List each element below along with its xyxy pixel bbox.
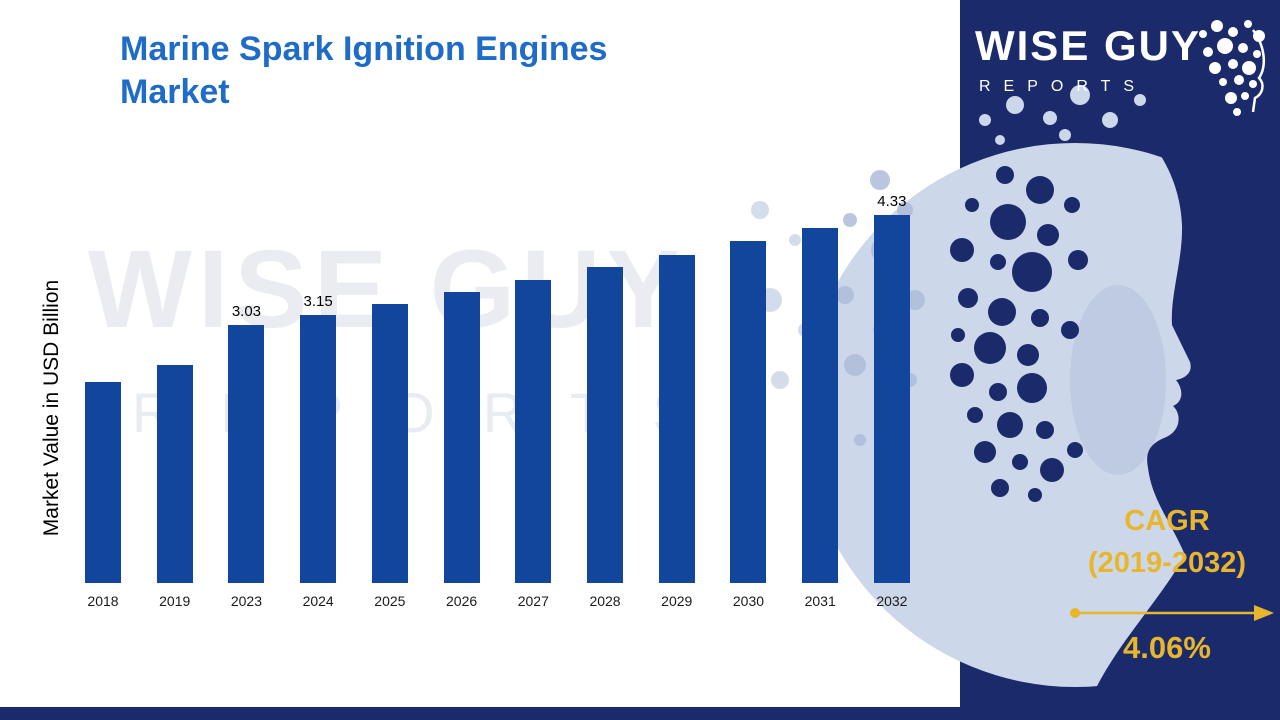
bar-group: 4.33 2032 [873,192,910,609]
bar [371,304,408,583]
cagr-value: 4.06% [1123,630,1211,665]
bar-value-label: 4.33 [877,192,907,210]
cagr-block: CAGR (2019-2032) [1062,505,1272,580]
logo-reports-text: REPORTS [979,78,1148,95]
y-axis-label: Market Value in USD Billion [40,279,63,537]
bar [156,364,193,583]
bar [730,241,767,583]
x-axis-label: 2032 [876,593,908,609]
logo: WISE GUY REPORTS [975,20,1275,132]
page-title: Marine Spark Ignition Engines Market [120,30,608,112]
logo-wordmark: WISE GUY [975,22,1202,69]
bar-group: 2030 [730,241,767,609]
bar [587,266,624,583]
bar [515,280,552,583]
bar-group: 2029 [658,254,695,609]
x-axis-label: 2026 [446,593,478,609]
bar [802,227,839,583]
bar [658,254,695,583]
x-axis-label: 2027 [517,593,549,609]
x-axis-label: 2019 [159,593,191,609]
arrow-icon [1070,605,1274,621]
bar-value-label: 3.15 [303,293,333,311]
bars: 2018 2019 3.03 2023 3.15 2024 2025 2026 2027 2028… [85,150,910,609]
bar-group: 3.03 2023 [228,303,265,609]
x-axis-label: 2018 [87,593,119,609]
x-axis-label: 2024 [302,593,334,609]
cagr-range: (2019-2032) [1088,547,1246,579]
bar-group: 2025 [371,304,408,609]
logo-head-icon [1199,20,1266,116]
x-axis-label: 2031 [804,593,836,609]
bar-group: 3.15 2024 [300,293,337,609]
bar-group: 2031 [802,227,839,609]
x-axis-label: 2030 [732,593,765,609]
x-axis-label: 2029 [661,593,693,609]
x-axis-label: 2025 [374,593,406,609]
bar-group: 2018 [85,382,121,609]
bar-value-label: 3.03 [231,303,262,321]
bar [443,292,480,583]
bar-group: 2019 [156,364,193,609]
bottom-strip [0,707,1280,720]
x-axis-label: 2023 [230,593,263,609]
bar-group: 2028 [587,266,624,609]
bar [228,325,265,583]
cagr-label: CAGR [1124,505,1210,537]
bar-group: 2027 [515,280,552,609]
bar [300,315,337,583]
bar [85,382,121,583]
x-axis-label: 2028 [589,593,621,609]
bar-group: 2026 [443,292,480,609]
bar [873,214,910,583]
